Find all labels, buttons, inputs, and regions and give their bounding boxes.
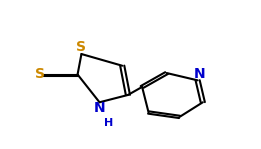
Text: N: N — [94, 101, 105, 115]
Text: H: H — [104, 118, 113, 128]
Text: N: N — [194, 67, 205, 81]
Text: S: S — [35, 67, 45, 82]
Text: S: S — [76, 40, 86, 54]
